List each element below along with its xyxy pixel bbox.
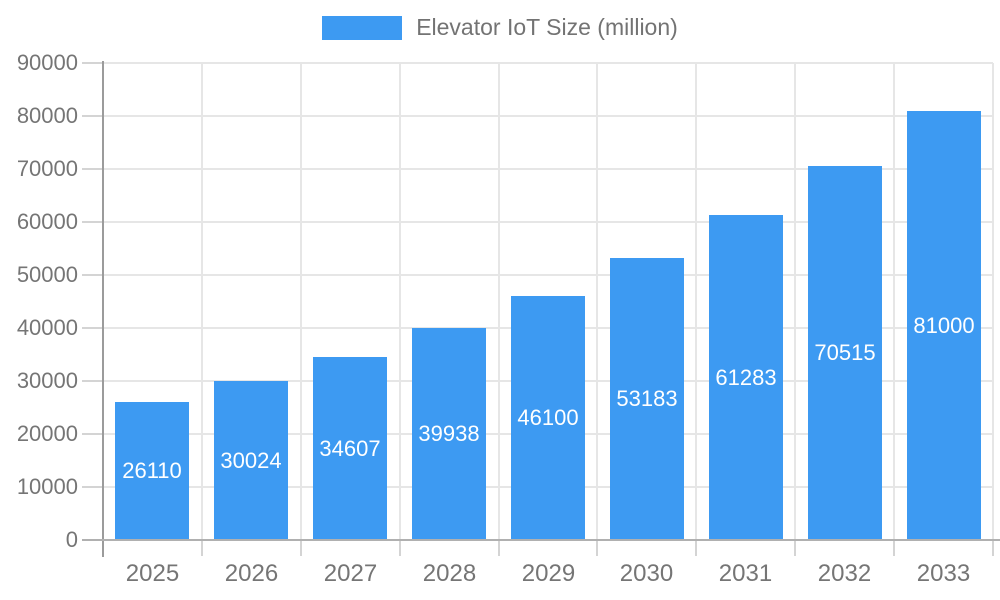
y-axis-tick [82, 380, 103, 382]
y-axis-tick-label: 90000 [16, 50, 78, 75]
x-axis-tick [498, 540, 500, 556]
bar-value-label: 26110 [122, 458, 182, 483]
x-axis-label-2029: 2029 [521, 560, 576, 587]
x-gridline [893, 63, 895, 540]
y-gridline [103, 62, 993, 64]
x-axis-tick [201, 540, 203, 556]
x-axis-tick [992, 540, 994, 556]
y-axis-tick-label: 10000 [16, 474, 78, 499]
bar-value-label: 61283 [715, 364, 777, 390]
x-gridline [201, 63, 203, 540]
y-axis-tick-label: 80000 [16, 103, 78, 128]
bar-2026: 30024 [214, 381, 288, 540]
y-gridline [103, 168, 993, 170]
x-axis-label-2031: 2031 [718, 560, 773, 587]
x-gridline [992, 63, 994, 540]
x-axis-tick [794, 540, 796, 556]
y-axis-tick [82, 115, 103, 117]
y-axis-tick-label: 30000 [16, 368, 78, 393]
x-axis-tick [300, 540, 302, 556]
y-axis-tick-label: 20000 [16, 421, 78, 446]
y-axis-tick [82, 433, 103, 435]
y-axis-tick-label: 70000 [16, 156, 78, 181]
y-axis-tick-label: 40000 [16, 315, 78, 340]
bar-value-label: 39938 [418, 421, 480, 446]
x-axis-label-2028: 2028 [422, 560, 477, 587]
x-gridline [596, 63, 598, 540]
x-axis-label-2027: 2027 [323, 560, 378, 587]
x-gridline [794, 63, 796, 540]
bar-2032: 70515 [808, 166, 882, 540]
y-axis-tick-label: 50000 [16, 262, 78, 287]
x-axis-tick [399, 540, 401, 556]
y-axis-tick [82, 274, 103, 276]
bar-2033: 81000 [907, 111, 981, 540]
chart-legend: Elevator IoT Size (million) [0, 14, 1000, 41]
x-axis-label-2032: 2032 [817, 560, 872, 587]
legend-swatch-icon [322, 15, 403, 40]
y-axis-tick [82, 327, 103, 329]
y-axis-line [102, 61, 104, 557]
bar-2028: 39938 [412, 328, 486, 540]
bar-value-label: 53183 [616, 386, 678, 411]
bar-value-label: 81000 [913, 312, 975, 338]
bar-value-label: 34607 [319, 435, 381, 461]
y-axis-tick [82, 486, 103, 488]
y-gridline [103, 115, 993, 117]
x-axis-label-2026: 2026 [224, 560, 279, 587]
legend-label: Elevator IoT Size (million) [416, 14, 678, 40]
x-gridline [695, 63, 697, 540]
bar-value-label: 30024 [220, 447, 282, 473]
y-axis-tick [82, 62, 103, 64]
x-axis-baseline [82, 539, 1000, 541]
bar-value-label: 46100 [517, 405, 579, 430]
y-gridline [103, 221, 993, 223]
bar-value-label: 70515 [814, 340, 876, 365]
bar-2029: 46100 [511, 296, 585, 540]
x-axis-tick [596, 540, 598, 556]
x-gridline [498, 63, 500, 540]
bar-2031: 61283 [709, 215, 783, 540]
x-axis-tick [893, 540, 895, 556]
x-axis-label-2033: 2033 [916, 560, 971, 587]
y-axis-tick [82, 168, 103, 170]
bar-2025: 26110 [115, 402, 189, 540]
y-axis-tick-label: 60000 [16, 209, 78, 234]
x-axis-label-2025: 2025 [125, 560, 180, 587]
x-gridline [300, 63, 302, 540]
bar-2030: 53183 [610, 258, 684, 540]
y-axis-tick [82, 221, 103, 223]
y-gridline [103, 274, 993, 276]
x-gridline [399, 63, 401, 540]
y-axis-tick-label: 0 [65, 527, 78, 552]
legend-item[interactable]: Elevator IoT Size (million) [322, 14, 678, 41]
x-axis-tick [695, 540, 697, 556]
x-axis-label-2030: 2030 [619, 560, 674, 587]
bar-2027: 34607 [313, 357, 387, 540]
